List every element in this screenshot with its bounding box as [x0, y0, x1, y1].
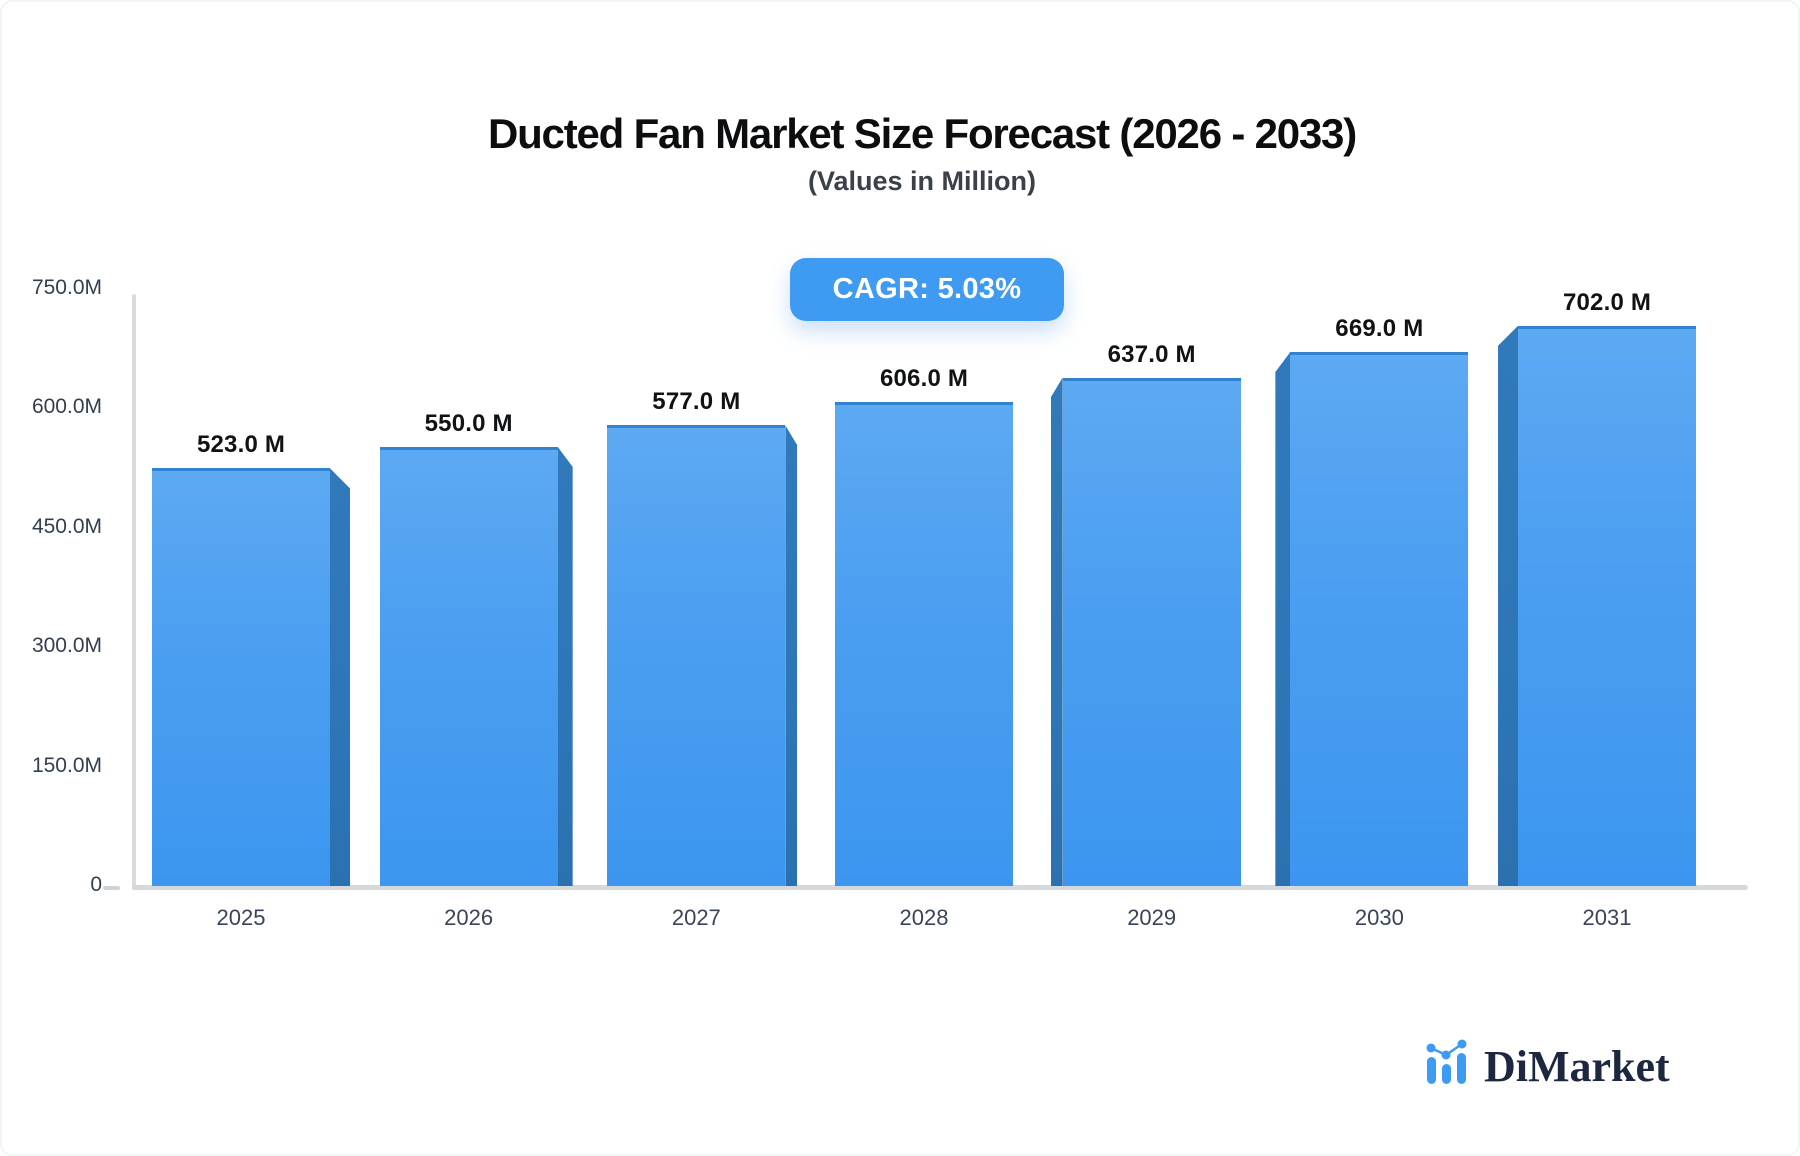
y-axis-line — [132, 294, 136, 890]
brand-logo: DiMarket — [1424, 1038, 1670, 1091]
y-tick-label-600.0M: 600.0M — [31, 395, 102, 418]
bar-3d-side-2029 — [1050, 377, 1063, 886]
bar-2030[interactable] — [1290, 352, 1469, 886]
bar-value-label-2028: 606.0 M — [879, 365, 969, 393]
chart-subtitle: (Values in Million) — [807, 166, 1037, 196]
bar-2031[interactable] — [1518, 325, 1697, 886]
y-tick-label-150.0M: 150.0M — [31, 753, 102, 777]
bar-2028[interactable] — [835, 402, 1013, 886]
chart-title: Ducted Fan Market Size Forecast (2026 - … — [487, 110, 1357, 157]
bar-3d-side-2031 — [1498, 325, 1519, 886]
x-tick-label-2029: 2029 — [1127, 905, 1177, 930]
x-tick-label-2028: 2028 — [899, 905, 949, 930]
bar-value-label-2031: 702.0 M — [1562, 288, 1652, 316]
bar-3d-side-2025 — [330, 468, 350, 886]
bar-value-label-2025: 523.0 M — [196, 431, 286, 459]
y-tick-label-300.0M: 300.0M — [31, 634, 102, 657]
bar-2027[interactable] — [607, 425, 786, 886]
bar-value-label-2026: 550.0 M — [424, 409, 513, 437]
cagr-badge: CAGR: 5.03% — [790, 258, 1064, 321]
y-tick-label-750.0M: 750.0M — [31, 275, 102, 299]
bar-value-label-2030: 669.0 M — [1335, 315, 1424, 343]
x-tick-label-2027: 2027 — [671, 905, 721, 930]
zero-tick-mark — [103, 886, 120, 890]
bar-3d-side-2027 — [785, 425, 798, 886]
x-tick-label-2030: 2030 — [1354, 905, 1404, 930]
bar-2026[interactable] — [379, 446, 558, 886]
bar-3d-side-2030 — [1275, 352, 1291, 886]
x-axis-baseline — [132, 885, 1748, 890]
cagr-badge-label: CAGR: 5.03% — [832, 273, 1022, 305]
logo-bar-chart-icon — [1424, 1038, 1472, 1091]
x-tick-label-2031: 2031 — [1582, 905, 1632, 930]
bar-2029[interactable] — [1062, 377, 1241, 886]
bar-value-label-2027: 577.0 M — [652, 388, 741, 416]
bar-2025[interactable] — [152, 468, 330, 886]
x-tick-label-2025: 2025 — [216, 905, 266, 930]
y-tick-label-450.0M: 450.0M — [31, 514, 102, 538]
bar-3d-side-2026 — [557, 446, 573, 886]
y-tick-label-0: 0 — [90, 873, 102, 896]
logo-text: DiMarket — [1484, 1042, 1670, 1091]
bar-value-label-2029: 637.0 M — [1107, 340, 1196, 368]
x-tick-label-2026: 2026 — [444, 905, 494, 930]
